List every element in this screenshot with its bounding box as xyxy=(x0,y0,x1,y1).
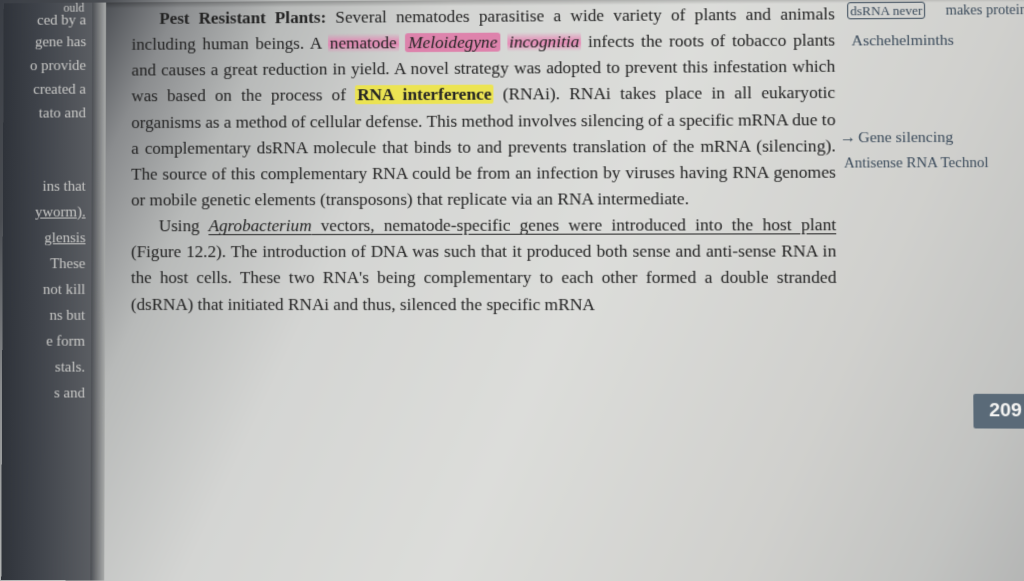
margin-fragment: These xyxy=(50,256,85,273)
margin-fragment: tato and xyxy=(39,105,86,122)
margin-fragment: created a xyxy=(33,82,86,99)
margin-fragment: yworm). xyxy=(35,205,86,222)
note-antisense: Antisense RNA Technol xyxy=(844,154,989,173)
note-dsrna: dsRNA never xyxy=(847,1,925,21)
left-margin-column: ould ced by a gene has o provide created… xyxy=(1,3,92,581)
margin-fragment: ns but xyxy=(49,308,85,325)
note-box-icon: dsRNA never xyxy=(847,2,925,20)
margin-fragment: o provide xyxy=(30,58,86,75)
highlight-nematode: nematode xyxy=(328,33,399,52)
page-number-badge: 209 xyxy=(973,394,1024,429)
paragraph-pest-resistant: Pest Resistant Plants: Several nematodes… xyxy=(131,1,836,213)
body-run xyxy=(500,33,507,52)
note-dsrna-2: makes protein xyxy=(946,2,1024,20)
underline-run: vectors, nematode-specific genes were in… xyxy=(312,215,837,235)
paragraph-agrobacterium: Using Agrobacterium vectors, nematode-sp… xyxy=(131,212,837,318)
page-number: 209 xyxy=(989,400,1022,423)
margin-fragment: ced by a xyxy=(37,13,86,30)
highlight-meloidegyne: Meloidegyne xyxy=(405,33,500,53)
textbook-page: ould ced by a gene has o provide created… xyxy=(1,0,1024,581)
main-body-text: Pest Resistant Plants: Several nematodes… xyxy=(131,1,837,318)
margin-fragment: ins that xyxy=(43,179,86,196)
inline-heading: Pest Resistant Plants: xyxy=(159,8,326,28)
note-text: Gene silencing xyxy=(858,129,953,147)
margin-fragment: stals. xyxy=(55,360,85,377)
highlight-incognitia: incognitia xyxy=(507,32,581,51)
note-gene-silencing: →Gene silencing xyxy=(840,128,954,149)
margin-fragment: e form xyxy=(46,334,85,351)
arrow-icon: → xyxy=(840,128,857,148)
margin-fragment: s and xyxy=(54,385,85,402)
body-run: Using xyxy=(159,216,209,235)
margin-fragment: not kill xyxy=(43,282,85,299)
body-run: (Figure 12.2). The introduction of DNA w… xyxy=(131,242,837,314)
margin-fragment: gene has xyxy=(35,34,86,51)
underline-agrobacterium: Agrobacterium xyxy=(209,216,312,235)
margin-fragment: glensis xyxy=(44,230,85,247)
note-aschel: Aschehelminths xyxy=(851,31,954,51)
book-spine-shadow xyxy=(90,3,106,581)
highlight-rnai: RNA interference xyxy=(355,85,493,105)
